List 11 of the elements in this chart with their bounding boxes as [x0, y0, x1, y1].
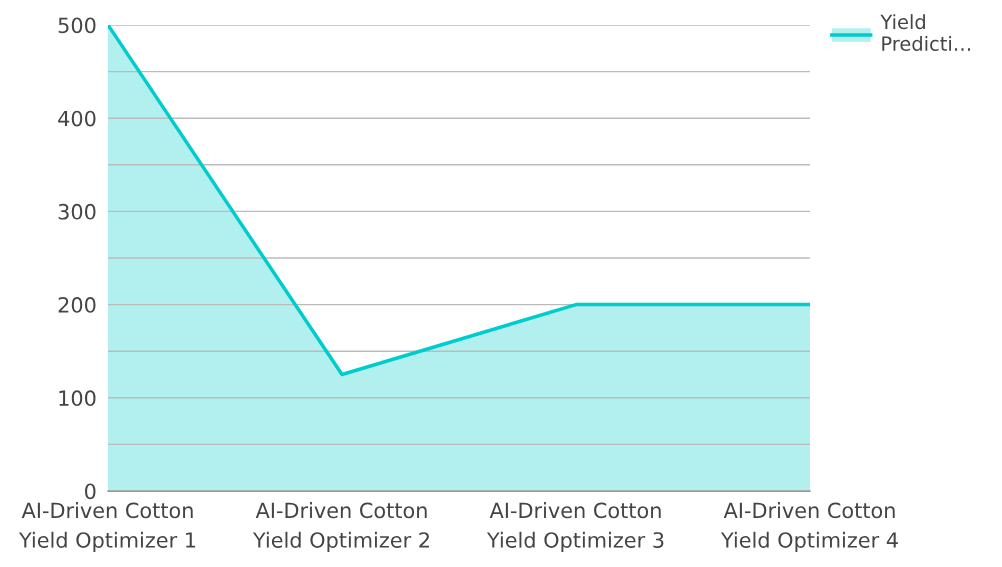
x-tick-label: AI-Driven Cotton Yield Optimizer 4 [720, 502, 898, 552]
y-tick-label: 100 [59, 390, 96, 407]
y-tick-label: 0 [85, 483, 96, 500]
y-tick-label: 300 [58, 203, 96, 220]
y-tick-label: 500 [58, 17, 96, 34]
y-tick-label: 400 [58, 110, 96, 127]
x-tick-label: AI-Driven Cotton Yield Optimizer 1 [18, 502, 196, 552]
x-tick-label: AI-Driven Cotton Yield Optimizer 3 [486, 502, 664, 552]
x-tick-label: AI-Driven Cotton Yield Optimizer 2 [252, 502, 429, 552]
y-tick-label: 200 [58, 297, 96, 313]
legend-label: Yield Predicti… [880, 14, 970, 51]
